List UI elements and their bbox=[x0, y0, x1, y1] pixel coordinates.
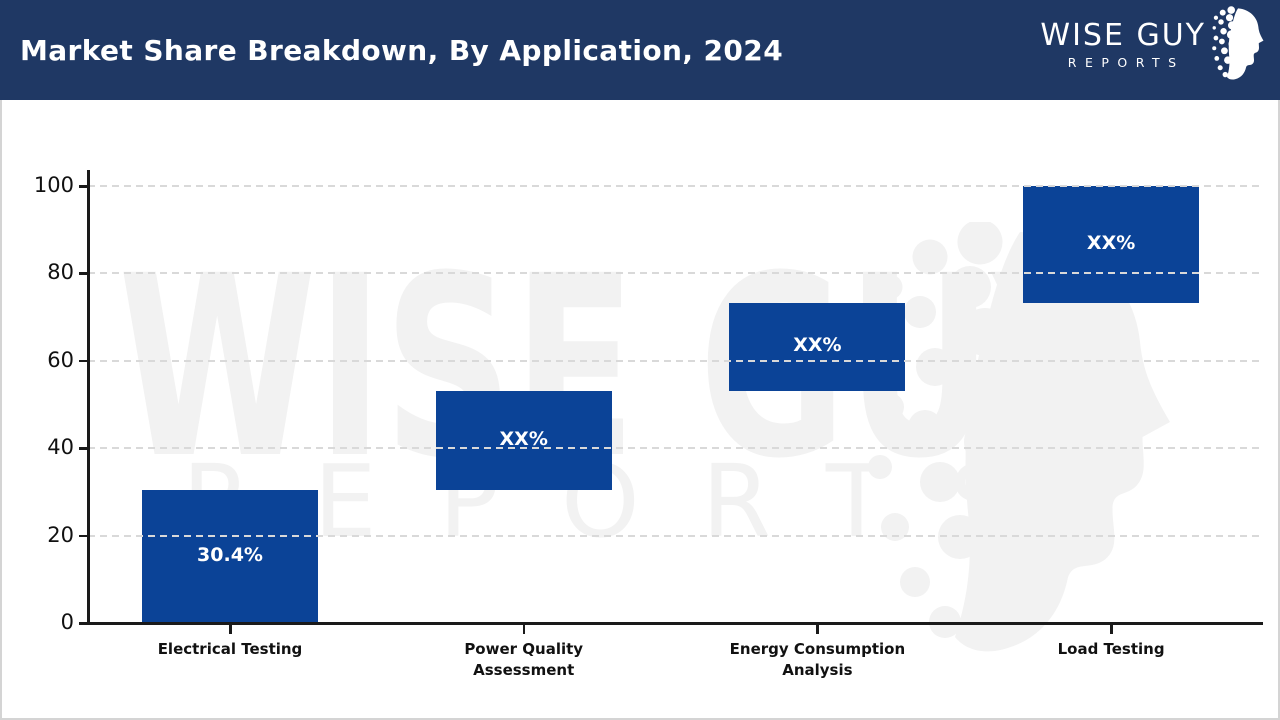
logo-subtext: REPORTS bbox=[1067, 54, 1185, 70]
gridline-20 bbox=[88, 534, 1262, 537]
y-tick-label-0: 0 bbox=[60, 610, 74, 634]
x-axis-line bbox=[87, 622, 1263, 625]
y-tick-mark-100 bbox=[79, 185, 88, 188]
bar-2 bbox=[435, 391, 612, 491]
logo-wordmark: WISE GUY bbox=[1040, 17, 1206, 53]
x-tick-mark-4 bbox=[1110, 625, 1113, 634]
bar-4 bbox=[1023, 186, 1200, 304]
y-tick-mark-60 bbox=[79, 359, 88, 363]
x-category-label-2: Power Quality Assessment bbox=[464, 640, 584, 679]
y-tick-mark-40 bbox=[79, 447, 88, 450]
x-tick-mark-3 bbox=[816, 625, 819, 634]
bar-3 bbox=[729, 303, 906, 392]
x-tick-mark-1 bbox=[229, 625, 232, 634]
bar-1 bbox=[142, 490, 318, 623]
y-tick-label-20: 20 bbox=[47, 522, 74, 547]
y-tick-label-40: 40 bbox=[47, 435, 74, 460]
gridline-100 bbox=[88, 185, 1262, 187]
chart-title: Market Share Breakdown, By Application, … bbox=[20, 33, 784, 67]
bar-value-label: 30.4% bbox=[197, 543, 263, 566]
y-tick-mark-20 bbox=[79, 534, 88, 538]
gridline-60 bbox=[88, 359, 1262, 362]
logo-text: WISE GUY REPORTS bbox=[1040, 19, 1206, 70]
bar-value-label: XX% bbox=[499, 427, 548, 450]
x-category-label-1: Electrical Testing bbox=[157, 640, 303, 658]
y-tick-label-100: 100 bbox=[33, 173, 74, 197]
x-category-label-4: Load Testing bbox=[1057, 640, 1165, 658]
wise-guy-face-icon bbox=[1212, 6, 1264, 80]
wise-guy-logo: WISE GUY REPORTS bbox=[1040, 6, 1266, 82]
gridline-80 bbox=[88, 272, 1262, 275]
bar-value-label: XX% bbox=[793, 334, 842, 357]
x-category-label-3: Energy Consumption Analysis bbox=[729, 640, 906, 679]
y-tick-label-60: 60 bbox=[47, 347, 74, 372]
waterfall-plot: 30.4% XX% XX% XX% 0 20 40 60 80 100 Electrical Tes… bbox=[0, 100, 1280, 720]
header: Market Share Breakdown, By Application, … bbox=[0, 0, 1280, 100]
x-tick-mark-2 bbox=[522, 625, 526, 634]
y-tick-label-80: 80 bbox=[47, 260, 74, 285]
gridline-40 bbox=[88, 447, 1262, 450]
y-tick-mark-80 bbox=[79, 272, 88, 275]
y-axis-line bbox=[87, 170, 90, 625]
bar-value-label: XX% bbox=[1086, 231, 1136, 254]
y-tick-mark-0 bbox=[79, 622, 88, 625]
